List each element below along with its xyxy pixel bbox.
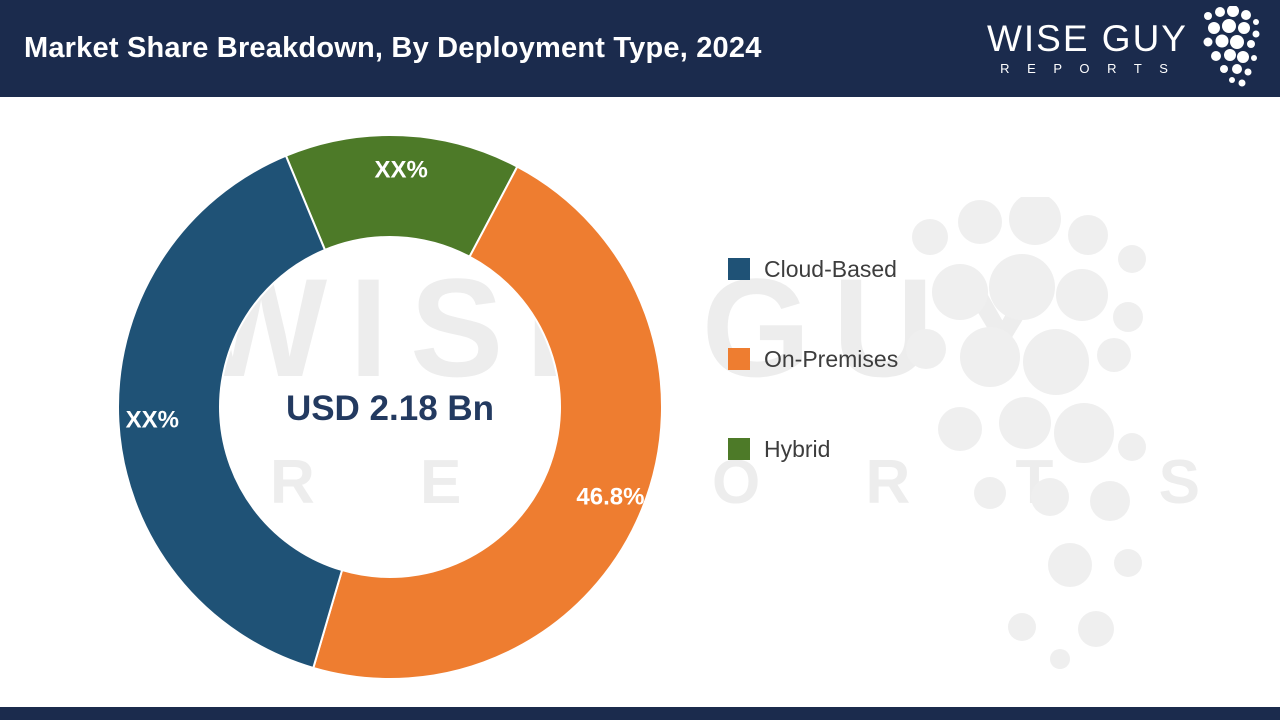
brand-logo-text: WISE GUY R E P O R T S (986, 18, 1188, 76)
donut-segment-cloud-based (117, 154, 344, 670)
header-bar: Market Share Breakdown, By Deployment Ty… (0, 0, 1280, 97)
slice-label-cloud-based: XX% (126, 407, 179, 434)
legend-swatch-cloud-based (728, 258, 750, 280)
footer-bar (0, 707, 1280, 720)
legend-label-on-premises: On-Premises (764, 345, 899, 372)
slice-label-on-premises: 46.8% (576, 484, 644, 511)
chart-legend: Cloud-Based On-Premises Hybrid (728, 253, 898, 465)
legend-label-hybrid: Hybrid (764, 435, 831, 462)
chart-area: WISE GUY R E P O R T S XX% 46.8% XX% USD 2… (0, 97, 1280, 707)
chart-center-value: USD 2.18 Bn (285, 389, 495, 428)
legend-label-cloud-based: Cloud-Based (764, 255, 897, 282)
brand-subtitle: R E P O R T S (1000, 60, 1175, 76)
watermark-head-dots-icon (906, 197, 1146, 669)
legend-item-cloud-based: Cloud-Based (728, 253, 898, 285)
brand-logo: WISE GUY R E P O R T S (987, 6, 1266, 90)
legend-item-hybrid: Hybrid (728, 433, 898, 465)
donut-segment-on-premises (312, 165, 663, 680)
legend-item-on-premises: On-Premises (728, 343, 898, 375)
legend-swatch-hybrid (728, 438, 750, 460)
donut-chart: XX% 46.8% XX% (117, 134, 663, 680)
brand-head-dots-icon (1203, 6, 1260, 87)
brand-name: WISE GUY (986, 18, 1188, 60)
page-title: Market Share Breakdown, By Deployment Ty… (24, 32, 762, 64)
slice-label-hybrid: XX% (375, 156, 428, 183)
legend-swatch-on-premises (728, 348, 750, 370)
